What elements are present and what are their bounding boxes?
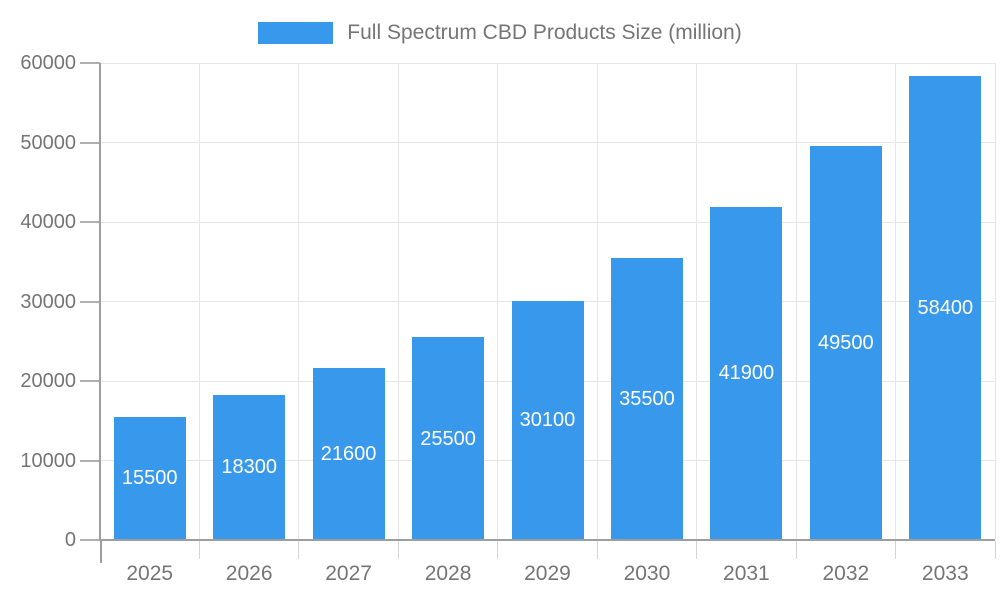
- x-axis-tick-label: 2030: [623, 562, 671, 585]
- x-axis-tick: [596, 541, 598, 559]
- bar-2029[interactable]: [511, 300, 584, 540]
- y-axis-tick: [80, 62, 100, 64]
- x-axis-tick-label: 2033: [921, 562, 969, 585]
- bar-2028[interactable]: [412, 337, 485, 540]
- x-axis-tick-label: 2028: [424, 562, 472, 585]
- x-axis-tick-label: 2026: [225, 562, 273, 585]
- bar-2030[interactable]: [610, 257, 683, 540]
- bar-value-label: 49500: [818, 332, 874, 355]
- x-axis-tick: [696, 541, 698, 559]
- y-axis-tick: [80, 221, 100, 223]
- bar-2025[interactable]: [113, 416, 186, 540]
- x-axis-tick: [994, 541, 996, 559]
- y-axis-tick-label: 0: [64, 529, 76, 551]
- h-gridline: [100, 62, 995, 64]
- bar-value-label: 30100: [519, 409, 576, 432]
- y-axis-tick-label: 40000: [20, 211, 76, 233]
- y-axis-tick: [80, 300, 100, 303]
- v-gridline: [397, 63, 399, 540]
- y-axis-line: [99, 63, 101, 540]
- x-axis-tick: [795, 541, 797, 559]
- legend-swatch-icon: [258, 22, 334, 44]
- y-axis-tick-label: 10000: [20, 449, 76, 472]
- x-axis-tick-label: 2027: [325, 562, 372, 585]
- v-gridline: [895, 63, 897, 540]
- bar-value-label: 18300: [221, 456, 277, 479]
- v-gridline: [994, 63, 996, 540]
- bar-2026[interactable]: [213, 394, 286, 540]
- legend-label: Full Spectrum CBD Products Size (million…: [347, 21, 742, 44]
- v-gridline: [298, 63, 300, 540]
- bar-2032[interactable]: [809, 146, 882, 540]
- y-axis-tick: [80, 380, 100, 382]
- x-axis-line: [99, 539, 995, 541]
- bar-value-label: 21600: [320, 443, 377, 466]
- v-gridline: [596, 63, 598, 540]
- x-axis-tick-label: 2031: [723, 562, 770, 585]
- y-axis-tick-label: 60000: [20, 52, 76, 74]
- chart-legend[interactable]: Full Spectrum CBD Products Size (million…: [0, 18, 1000, 48]
- y-axis-tick-label: 30000: [20, 290, 76, 313]
- bar-value-label: 58400: [917, 296, 974, 319]
- y-axis-tick: [80, 141, 100, 144]
- bar-value-label: 35500: [619, 387, 675, 410]
- y-axis-tick-label: 50000: [20, 131, 76, 154]
- x-axis-tick: [895, 541, 897, 559]
- bar-value-label: 41900: [718, 362, 775, 385]
- bar-2031[interactable]: [710, 206, 783, 540]
- v-gridline: [696, 63, 698, 540]
- y-axis-tick: [80, 459, 100, 462]
- x-axis-tick: [397, 541, 399, 559]
- h-gridline: [100, 142, 995, 143]
- bar-value-label: 25500: [420, 427, 476, 450]
- x-axis-tick: [497, 541, 499, 559]
- bar-value-label: 15500: [121, 467, 178, 490]
- plot-area: 15500 18300 21600 25500 30100 35500 41900 49500…: [100, 62, 996, 540]
- y-axis-tick-label: 20000: [20, 370, 76, 392]
- h-gridline: [100, 221, 995, 223]
- x-axis-tick-label: 2029: [524, 562, 571, 585]
- x-axis-tick: [298, 541, 300, 559]
- x-axis-tick: [99, 541, 102, 563]
- bar-2033[interactable]: [909, 75, 982, 540]
- v-gridline: [497, 63, 499, 540]
- x-axis-tick-label: 2025: [126, 562, 174, 585]
- x-axis-tick-label: 2032: [822, 562, 870, 585]
- x-axis-tick: [198, 541, 200, 559]
- y-axis-tick: [80, 539, 100, 541]
- bar-2027[interactable]: [312, 368, 385, 540]
- v-gridline: [198, 63, 200, 540]
- v-gridline: [795, 63, 797, 540]
